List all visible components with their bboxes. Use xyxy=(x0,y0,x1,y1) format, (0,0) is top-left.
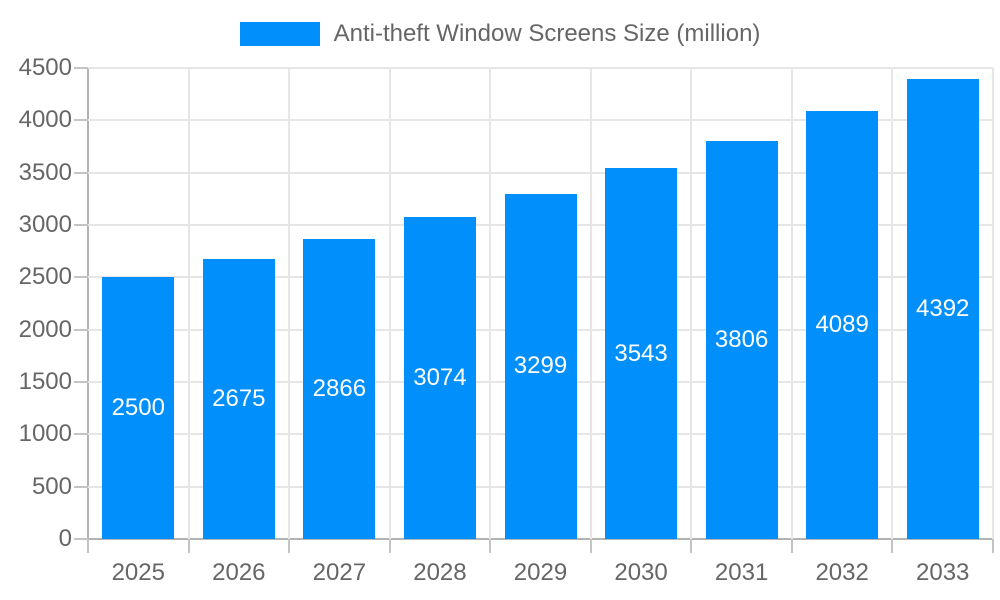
y-tick-label: 1000 xyxy=(18,420,72,448)
bar-value-label: 3074 xyxy=(413,364,467,392)
x-tick-label: 2032 xyxy=(815,559,869,586)
x-tick-label: 2029 xyxy=(513,559,568,586)
bar-value-label: 4089 xyxy=(815,311,869,338)
v-gridline xyxy=(690,68,693,539)
y-axis-tick xyxy=(74,276,88,279)
bar[interactable]: 3543 xyxy=(605,168,678,539)
y-tick-label: 1500 xyxy=(18,368,72,395)
bar-value-label: 2500 xyxy=(111,394,165,422)
x-tick-label: 2026 xyxy=(212,559,266,586)
x-tick-label: 2033 xyxy=(916,559,970,586)
y-tick-label: 4500 xyxy=(18,54,72,81)
x-tick-label: 2031 xyxy=(714,559,769,586)
bar-value-label: 2675 xyxy=(212,385,266,412)
legend-label: Anti-theft Window Screens Size (million) xyxy=(333,20,761,47)
bar[interactable]: 2500 xyxy=(102,277,175,539)
y-tick-label: 4000 xyxy=(18,106,72,134)
x-tick-label: 2025 xyxy=(111,559,165,586)
y-tick-label: 3000 xyxy=(18,211,72,238)
y-axis-tick xyxy=(74,328,88,331)
v-gridline xyxy=(489,68,492,539)
y-axis-tick xyxy=(74,224,88,226)
x-axis-tick xyxy=(87,539,89,553)
h-gridline xyxy=(88,119,993,122)
legend-swatch xyxy=(239,22,320,46)
v-gridline xyxy=(388,68,391,539)
plot-area: 2500 2675 2866 3074 3299 3543 3806 4089 4392 xyxy=(88,67,994,539)
bar-value-label: 3543 xyxy=(614,339,668,367)
y-axis-tick xyxy=(74,485,88,488)
bar-value-label: 4392 xyxy=(916,295,970,323)
bar[interactable]: 2675 xyxy=(202,259,275,539)
y-axis-tick xyxy=(74,433,88,436)
x-axis-tick xyxy=(489,539,492,553)
x-axis-tick xyxy=(589,539,592,553)
y-tick-label: 500 xyxy=(31,472,72,500)
v-gridline xyxy=(992,68,994,539)
bar[interactable]: 3074 xyxy=(403,217,476,539)
bar-value-label: 3299 xyxy=(513,352,568,380)
x-tick-label: 2028 xyxy=(413,559,467,586)
x-axis-tick xyxy=(288,539,291,553)
x-axis-tick xyxy=(690,539,693,553)
x-axis-tick xyxy=(187,539,190,553)
h-gridline xyxy=(88,171,993,174)
bar[interactable]: 4392 xyxy=(906,79,979,539)
y-tick-label: 2500 xyxy=(18,263,72,291)
x-axis-tick xyxy=(388,539,391,553)
v-gridline xyxy=(589,68,592,539)
bar[interactable]: 3299 xyxy=(504,193,577,539)
bar-value-label: 2866 xyxy=(312,375,367,402)
y-axis-tick xyxy=(74,538,88,540)
y-axis-tick xyxy=(74,67,88,69)
bar[interactable]: 4089 xyxy=(806,111,879,539)
v-gridline xyxy=(187,68,190,539)
bar[interactable]: 2866 xyxy=(303,239,376,539)
x-tick-label: 2027 xyxy=(312,559,367,586)
bar-value-label: 3806 xyxy=(714,325,769,353)
x-axis-tick xyxy=(891,539,894,553)
legend[interactable]: Anti-theft Window Screens Size (million) xyxy=(0,14,1000,54)
v-gridline xyxy=(288,68,291,539)
y-axis-tick xyxy=(74,119,88,122)
y-tick-label: 2000 xyxy=(18,315,72,343)
y-tick-label: 3500 xyxy=(18,158,72,186)
v-gridline xyxy=(891,68,894,539)
x-axis-line xyxy=(88,538,993,540)
y-axis-tick xyxy=(74,171,88,174)
y-tick-label: 0 xyxy=(58,525,72,552)
x-axis-tick xyxy=(992,539,994,553)
bar[interactable]: 3806 xyxy=(705,140,778,539)
x-axis-tick xyxy=(790,539,793,553)
v-gridline xyxy=(790,68,793,539)
y-axis-tick xyxy=(74,381,88,383)
x-tick-label: 2030 xyxy=(614,559,668,586)
h-gridline xyxy=(88,67,993,69)
y-axis-line xyxy=(87,68,89,553)
